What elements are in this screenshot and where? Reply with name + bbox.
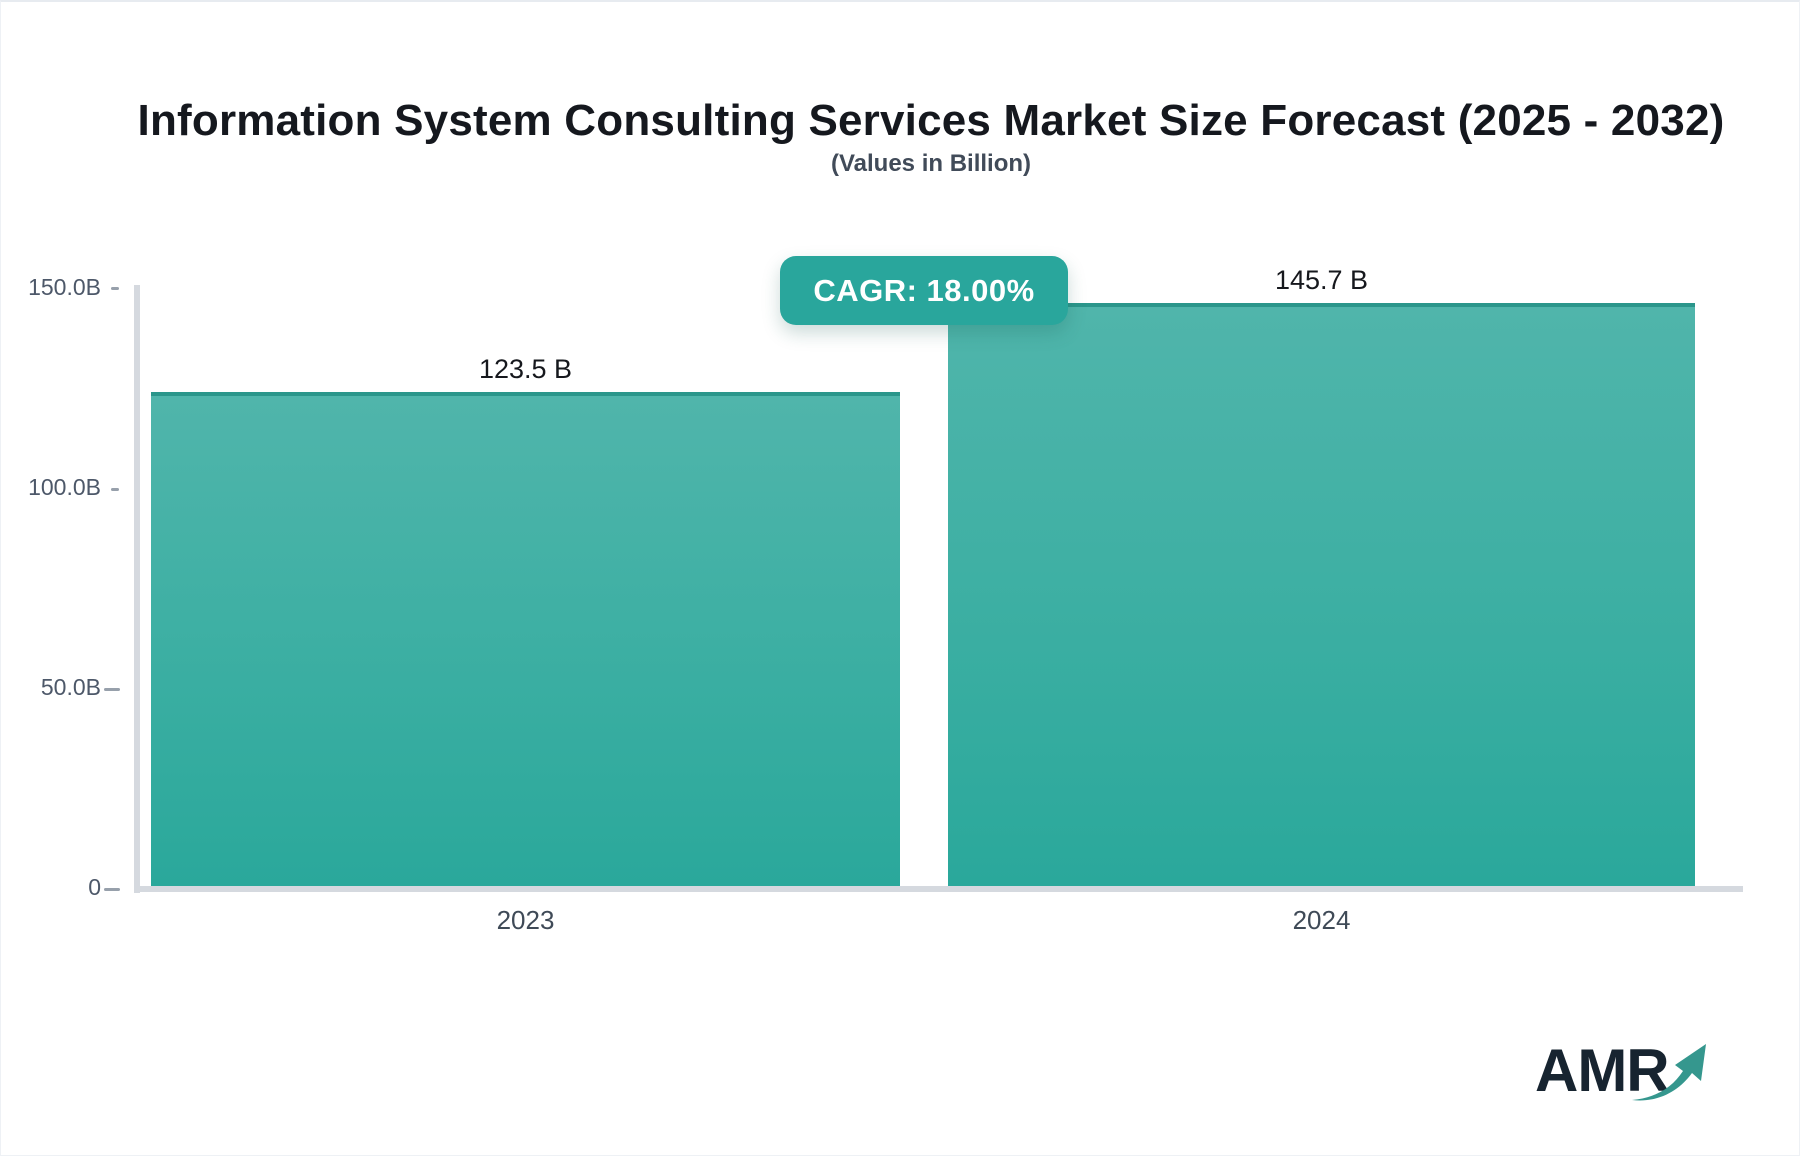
bar-group-2024: 145.7 B: [948, 265, 1695, 886]
amr-logo: AMR: [1529, 1034, 1749, 1114]
y-tick-mark: [104, 688, 120, 691]
x-axis-label-2023: 2023: [496, 905, 555, 935]
y-tick-label-150: 150.0B: [28, 274, 101, 300]
bar-group-2023: 123.5 B: [151, 354, 900, 886]
bar-value-label-2024: 145.7 B: [1274, 265, 1369, 295]
x-axis-label-2024: 2024: [1292, 905, 1351, 935]
chart-subtitle: (Values in Billion): [830, 150, 1032, 177]
y-tick-label-0: 0: [88, 874, 101, 900]
bar-value-label-2023: 123.5 B: [478, 354, 573, 384]
cagr-badge-label: CAGR: 18.00%: [813, 272, 1035, 308]
y-tick-mark: [111, 287, 119, 290]
y-tick-label-50: 50.0B: [40, 674, 101, 700]
chart-title: Information System Consulting Services M…: [137, 96, 1725, 145]
y-axis-line: [134, 285, 140, 893]
bar-2023[interactable]: [151, 392, 900, 886]
growth-arrow-icon: [1632, 1044, 1706, 1101]
y-tick-label-100: 100.0B: [28, 474, 101, 500]
amr-logo-text: AMR: [1535, 1037, 1670, 1104]
y-tick-mark: [111, 488, 119, 491]
y-tick-mark: [104, 888, 120, 891]
cagr-badge: CAGR: 18.00%: [780, 256, 1068, 325]
x-axis-line: [134, 886, 1743, 892]
bar-2024[interactable]: [948, 303, 1695, 886]
